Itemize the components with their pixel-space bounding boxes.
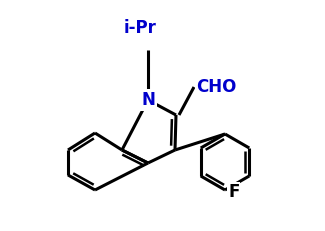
Text: i-Pr: i-Pr xyxy=(124,19,156,37)
Text: F: F xyxy=(228,183,240,201)
Text: CHO: CHO xyxy=(196,78,236,96)
Text: N: N xyxy=(141,91,155,109)
